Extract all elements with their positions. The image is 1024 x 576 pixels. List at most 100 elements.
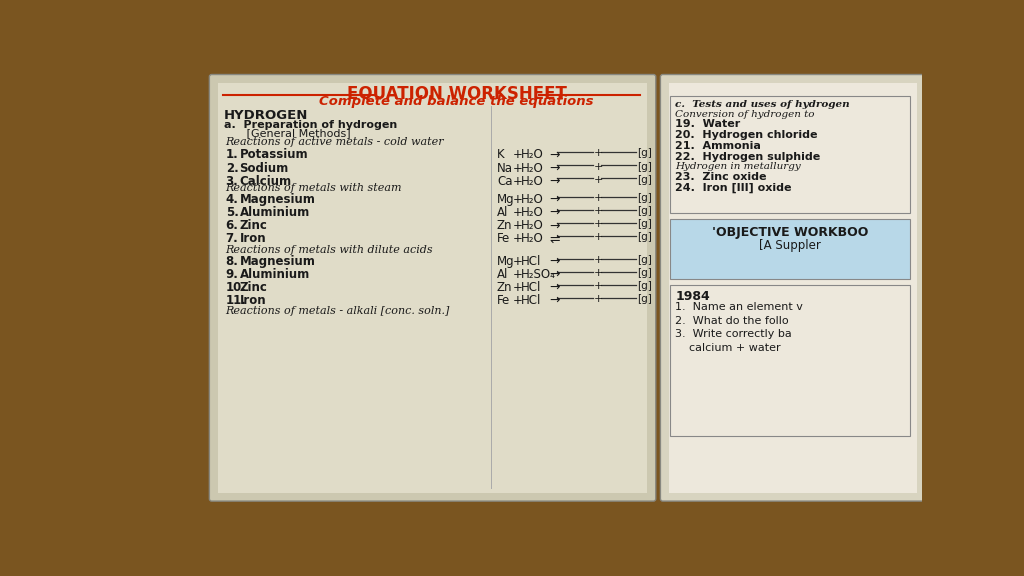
Text: [A Suppler: [A Suppler bbox=[759, 239, 821, 252]
Text: Magnesium: Magnesium bbox=[240, 193, 315, 206]
Text: +: + bbox=[594, 161, 603, 172]
Text: [g]: [g] bbox=[637, 232, 652, 242]
Text: 1.: 1. bbox=[225, 149, 239, 161]
Text: +: + bbox=[594, 206, 603, 216]
Text: Al: Al bbox=[497, 206, 508, 219]
Text: Iron: Iron bbox=[240, 294, 266, 307]
Text: Aluminium: Aluminium bbox=[240, 206, 310, 219]
Text: 6.: 6. bbox=[225, 219, 239, 232]
Text: +: + bbox=[594, 219, 603, 229]
Text: Hydrogen in metallurgy: Hydrogen in metallurgy bbox=[675, 162, 801, 171]
Text: H₂O: H₂O bbox=[521, 161, 544, 175]
FancyBboxPatch shape bbox=[670, 285, 910, 437]
Text: 2.: 2. bbox=[225, 161, 239, 175]
Text: Fe: Fe bbox=[497, 294, 510, 307]
Text: +: + bbox=[594, 175, 603, 185]
Text: 9.: 9. bbox=[225, 268, 239, 281]
Text: +: + bbox=[594, 232, 603, 242]
Text: 8.: 8. bbox=[225, 255, 239, 268]
Text: +: + bbox=[512, 294, 522, 307]
Text: [g]: [g] bbox=[637, 149, 652, 158]
Text: →: → bbox=[550, 206, 560, 219]
Text: [g]: [g] bbox=[637, 206, 652, 216]
Text: +: + bbox=[512, 206, 522, 219]
Text: Mg: Mg bbox=[497, 255, 514, 268]
Text: ⇌: ⇌ bbox=[550, 232, 560, 245]
Text: [g]: [g] bbox=[637, 281, 652, 291]
Text: EQUATION WORKSHEET: EQUATION WORKSHEET bbox=[347, 85, 566, 103]
Text: Magnesium: Magnesium bbox=[240, 255, 315, 268]
Text: Zinc: Zinc bbox=[240, 281, 267, 294]
Text: 3.: 3. bbox=[225, 175, 239, 188]
Text: 3.  Write correctly ba: 3. Write correctly ba bbox=[675, 329, 792, 339]
Text: a.  Preparation of hydrogen: a. Preparation of hydrogen bbox=[224, 120, 397, 130]
Text: 5.: 5. bbox=[225, 206, 239, 219]
Text: →: → bbox=[550, 268, 560, 281]
FancyBboxPatch shape bbox=[670, 219, 910, 279]
Text: 7.: 7. bbox=[225, 232, 239, 245]
FancyBboxPatch shape bbox=[209, 74, 655, 501]
Text: [g]: [g] bbox=[637, 219, 652, 229]
Text: H₂O: H₂O bbox=[521, 206, 544, 219]
Text: H₂O: H₂O bbox=[521, 193, 544, 206]
Text: +: + bbox=[512, 232, 522, 245]
Text: Fe: Fe bbox=[497, 232, 510, 245]
Text: HCl: HCl bbox=[521, 255, 542, 268]
Text: Mg: Mg bbox=[497, 193, 514, 206]
Text: [General Methods]: [General Methods] bbox=[228, 128, 350, 138]
Text: calcium + water: calcium + water bbox=[675, 343, 780, 353]
Text: +: + bbox=[512, 175, 522, 188]
Text: +: + bbox=[594, 149, 603, 158]
Text: →: → bbox=[550, 175, 560, 188]
Text: 1.  Name an element v: 1. Name an element v bbox=[675, 302, 803, 312]
Text: Iron: Iron bbox=[240, 232, 266, 245]
Text: Reactions of metals with steam: Reactions of metals with steam bbox=[225, 183, 402, 193]
Text: →: → bbox=[550, 149, 560, 161]
Text: [g]: [g] bbox=[637, 268, 652, 278]
Text: Conversion of hydrogen to: Conversion of hydrogen to bbox=[675, 110, 815, 119]
Text: 1984: 1984 bbox=[675, 290, 710, 303]
Text: 21.  Ammonia: 21. Ammonia bbox=[675, 141, 761, 151]
Text: →: → bbox=[550, 255, 560, 268]
Text: Aluminium: Aluminium bbox=[240, 268, 310, 281]
FancyBboxPatch shape bbox=[660, 74, 925, 501]
Text: [g]: [g] bbox=[637, 193, 652, 203]
Text: →: → bbox=[550, 294, 560, 307]
Text: HCl: HCl bbox=[521, 281, 542, 294]
Text: Zn: Zn bbox=[497, 219, 512, 232]
Text: [g]: [g] bbox=[637, 161, 652, 172]
Text: +: + bbox=[594, 268, 603, 278]
Text: +: + bbox=[594, 255, 603, 265]
FancyBboxPatch shape bbox=[670, 96, 910, 213]
Text: 2.  What do the follo: 2. What do the follo bbox=[675, 316, 788, 325]
Text: Zinc: Zinc bbox=[240, 219, 267, 232]
Text: [g]: [g] bbox=[637, 255, 652, 265]
Text: →: → bbox=[550, 219, 560, 232]
Text: H₂SO₄: H₂SO₄ bbox=[521, 268, 556, 281]
FancyBboxPatch shape bbox=[669, 83, 916, 492]
Text: K: K bbox=[497, 149, 505, 161]
Text: 11.: 11. bbox=[225, 294, 247, 307]
Text: [g]: [g] bbox=[637, 175, 652, 185]
Text: 23.  Zinc oxide: 23. Zinc oxide bbox=[675, 172, 767, 182]
Text: 19.  Water: 19. Water bbox=[675, 119, 740, 129]
Text: Na: Na bbox=[497, 161, 513, 175]
Text: +: + bbox=[512, 268, 522, 281]
Text: →: → bbox=[550, 161, 560, 175]
Text: 20.  Hydrogen chloride: 20. Hydrogen chloride bbox=[675, 130, 817, 140]
Text: Calcium: Calcium bbox=[240, 175, 292, 188]
Text: Reactions of active metals - cold water: Reactions of active metals - cold water bbox=[225, 137, 444, 147]
Text: 22.  Hydrogen sulphide: 22. Hydrogen sulphide bbox=[675, 151, 820, 161]
Text: Al: Al bbox=[497, 268, 508, 281]
Text: +: + bbox=[512, 149, 522, 161]
Text: 4.: 4. bbox=[225, 193, 239, 206]
Text: Reactions of metals - alkali [conc. soln.]: Reactions of metals - alkali [conc. soln… bbox=[225, 306, 450, 316]
Text: +: + bbox=[512, 193, 522, 206]
Text: +: + bbox=[512, 219, 522, 232]
Text: +: + bbox=[512, 281, 522, 294]
Text: +: + bbox=[512, 255, 522, 268]
Text: +: + bbox=[594, 281, 603, 291]
Text: [g]: [g] bbox=[637, 294, 652, 304]
Text: Potassium: Potassium bbox=[240, 149, 308, 161]
Text: Sodium: Sodium bbox=[240, 161, 289, 175]
